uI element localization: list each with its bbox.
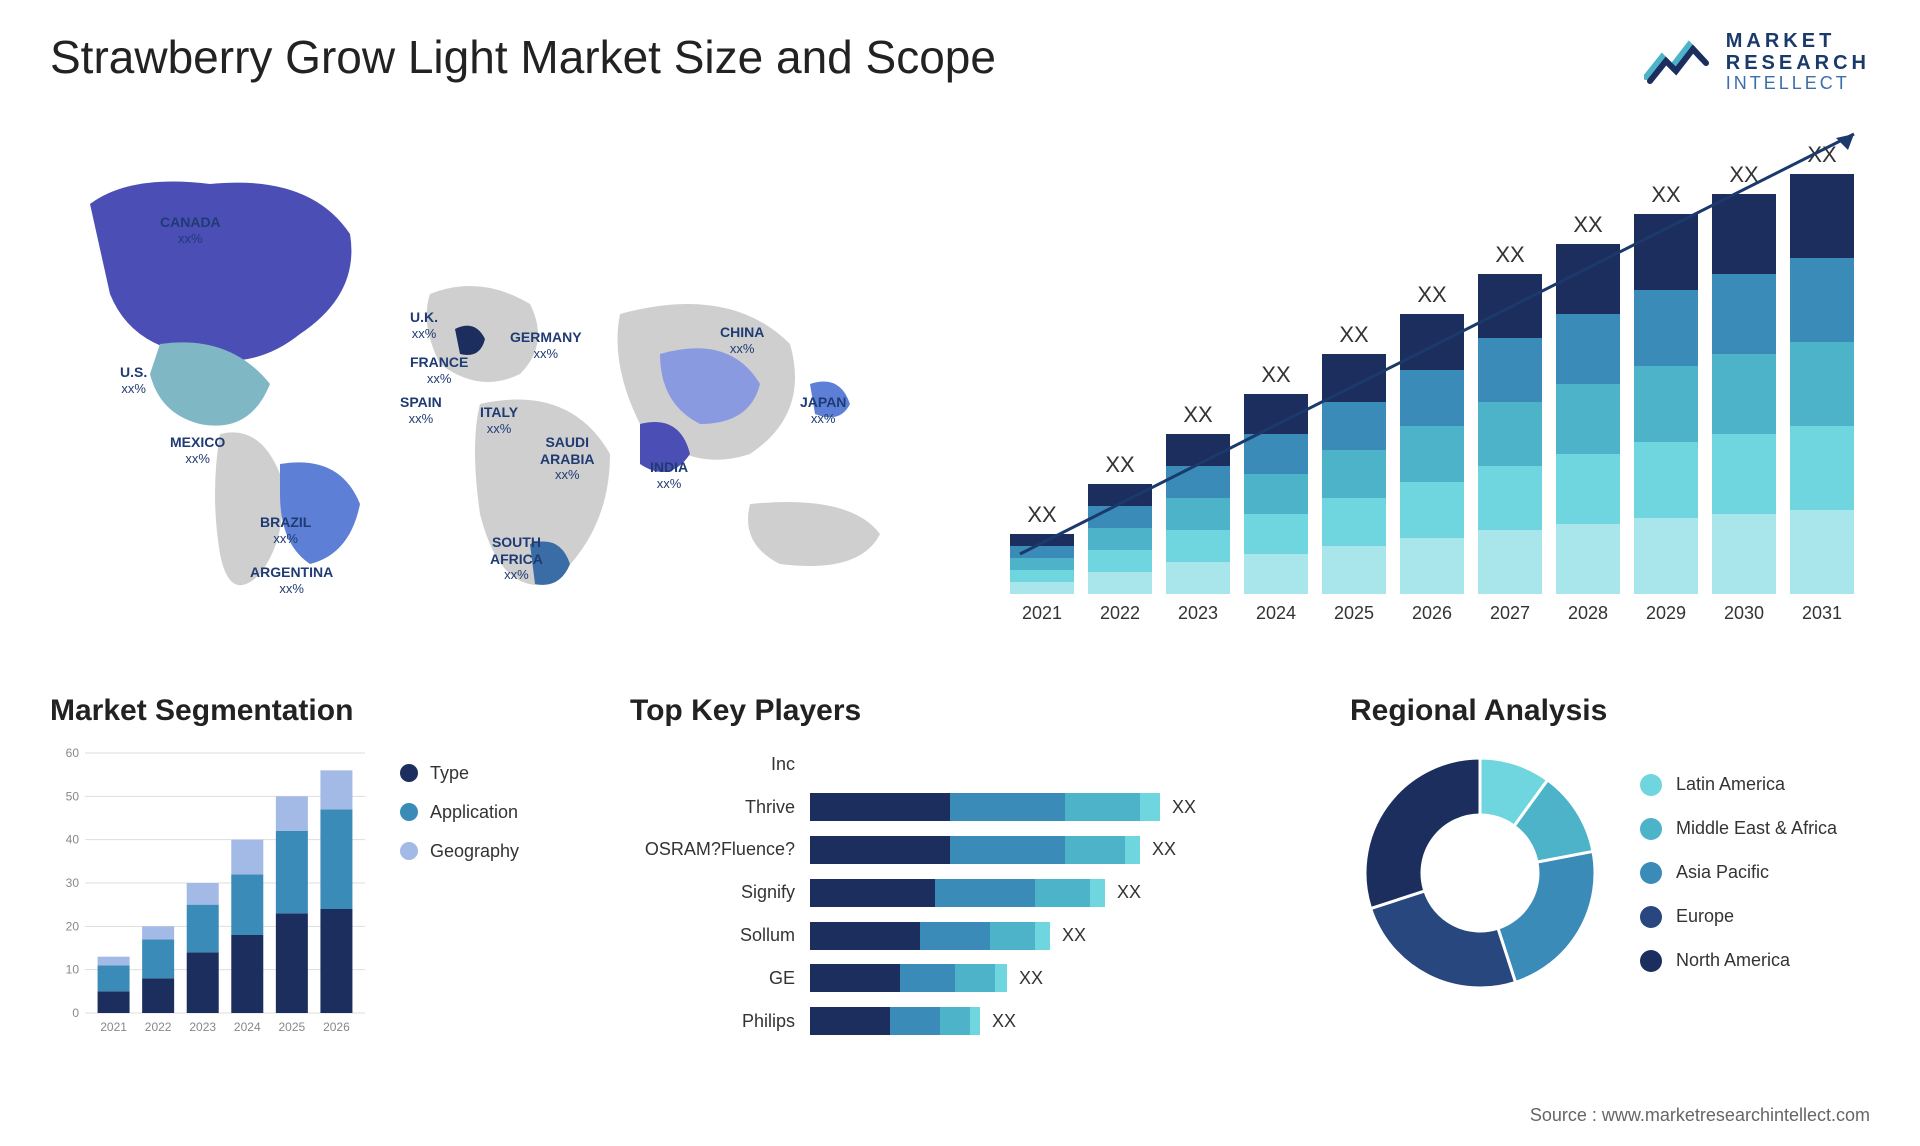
map-label: U.S.xx% [120,364,147,396]
svg-text:2025: 2025 [1334,603,1374,623]
svg-text:2029: 2029 [1646,603,1686,623]
player-bar-row: XX [810,878,1310,908]
svg-text:2023: 2023 [189,1020,216,1034]
growth-chart: XX 2021 XX 2022 XX 2023 XX 2024 XX 2025 XX 2026 XX 20… [990,114,1870,654]
players-panel: Top Key Players Inc Thrive OSRAM?Fluence? S… [630,694,1310,1043]
svg-text:0: 0 [72,1006,79,1020]
map-label: ARGENTINAxx% [250,564,333,596]
regional-panel: Regional Analysis Latin America Middle Ea… [1350,694,1870,1043]
player-name: Philips [630,1011,795,1032]
svg-text:XX: XX [1495,242,1525,267]
map-label: CHINAxx% [720,324,764,356]
svg-text:2023: 2023 [1178,603,1218,623]
svg-text:60: 60 [66,746,80,760]
svg-text:XX: XX [1261,362,1291,387]
svg-text:2028: 2028 [1568,603,1608,623]
map-label: BRAZILxx% [260,514,311,546]
svg-text:XX: XX [1105,452,1135,477]
segmentation-chart: 0 10 20 30 40 50 60 2021 2022 2023 2024 2025 2026 [50,743,380,1043]
player-name: OSRAM?Fluence? [630,839,795,860]
logo-mark-icon [1644,37,1714,87]
map-label: U.K.xx% [410,309,438,341]
svg-text:XX: XX [1573,212,1603,237]
source-label: Source : www.marketresearchintellect.com [1530,1105,1870,1126]
svg-text:2027: 2027 [1490,603,1530,623]
world-map-panel: CANADAxx% U.S.xx% MEXICOxx% BRAZILxx% ARGENT… [50,114,950,654]
svg-text:XX: XX [1027,502,1057,527]
svg-text:XX: XX [1339,322,1369,347]
regional-legend-item: Asia Pacific [1640,862,1837,884]
map-label: FRANCExx% [410,354,468,386]
segmentation-title: Market Segmentation [50,694,590,728]
regional-title: Regional Analysis [1350,694,1870,728]
player-name: Thrive [630,797,795,818]
seg-legend-item: Geography [400,841,519,862]
regional-donut [1350,743,1610,1003]
players-title: Top Key Players [630,694,1310,728]
regional-legend-item: Middle East & Africa [1640,818,1837,840]
player-bar-row: XX [810,792,1310,822]
regional-legend-item: Latin America [1640,774,1837,796]
logo: MARKET RESEARCH INTELLECT [1644,30,1870,94]
svg-text:2026: 2026 [1412,603,1452,623]
map-label: INDIAxx% [650,459,688,491]
svg-text:2021: 2021 [100,1020,127,1034]
logo-text-1: MARKET [1726,30,1870,52]
regional-legend-item: North America [1640,950,1837,972]
player-name: GE [630,968,795,989]
logo-text-3: INTELLECT [1726,74,1870,94]
page-title: Strawberry Grow Light Market Size and Sc… [50,30,996,84]
svg-text:XX: XX [1651,182,1681,207]
player-bar-row: XX [810,835,1310,865]
player-bar-row: XX [810,1006,1310,1036]
map-label: SPAINxx% [400,394,442,426]
player-name: Sollum [630,925,795,946]
svg-text:10: 10 [66,962,80,976]
map-label: ITALYxx% [480,404,518,436]
logo-text-2: RESEARCH [1726,52,1870,74]
map-label: JAPANxx% [800,394,846,426]
svg-text:2030: 2030 [1724,603,1764,623]
map-label: GERMANYxx% [510,329,582,361]
svg-text:XX: XX [1183,402,1213,427]
svg-text:2025: 2025 [279,1020,306,1034]
segmentation-panel: Market Segmentation 0 10 20 30 40 50 60 2021 202… [50,694,590,1043]
svg-text:2021: 2021 [1022,603,1062,623]
svg-text:20: 20 [66,919,80,933]
svg-text:XX: XX [1417,282,1447,307]
player-bar-row [810,749,1310,779]
seg-legend-item: Type [400,763,519,784]
svg-text:2024: 2024 [1256,603,1296,623]
map-label: CANADAxx% [160,214,221,246]
player-bar-row: XX [810,963,1310,993]
svg-text:2022: 2022 [145,1020,172,1034]
svg-text:2024: 2024 [234,1020,261,1034]
seg-legend-item: Application [400,802,519,823]
svg-text:2026: 2026 [323,1020,350,1034]
svg-text:50: 50 [66,789,80,803]
svg-text:30: 30 [66,876,80,890]
segmentation-legend: Type Application Geography [400,743,519,1043]
players-names: Inc Thrive OSRAM?Fluence? Signify Sollum GE Ph… [630,743,810,1043]
svg-text:2022: 2022 [1100,603,1140,623]
player-name: Signify [630,882,795,903]
map-label: SOUTHAFRICAxx% [490,534,543,583]
map-label: SAUDIARABIAxx% [540,434,594,483]
player-bar-row: XX [810,921,1310,951]
regional-legend-item: Europe [1640,906,1837,928]
svg-text:2031: 2031 [1802,603,1842,623]
map-label: MEXICOxx% [170,434,225,466]
regional-legend: Latin America Middle East & Africa Asia Pa… [1640,774,1837,972]
player-name: Inc [630,754,795,775]
svg-text:40: 40 [66,832,80,846]
players-bars: XX XX XX XX XX XX [810,743,1310,1043]
